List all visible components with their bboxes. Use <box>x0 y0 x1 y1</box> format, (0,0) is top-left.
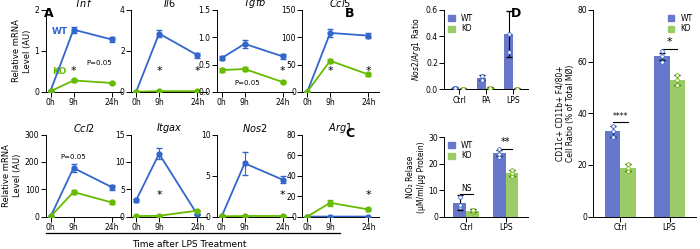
Bar <box>486 88 495 89</box>
Point <box>507 174 518 178</box>
Point <box>494 147 505 151</box>
Bar <box>620 168 636 217</box>
Text: P=0.05: P=0.05 <box>86 60 112 66</box>
Text: P=0.05: P=0.05 <box>234 80 260 86</box>
Bar <box>477 77 486 89</box>
Point <box>503 32 514 36</box>
Point <box>467 210 478 214</box>
Point <box>494 155 505 159</box>
Point <box>656 55 667 59</box>
Title: $\it{Tnf}$: $\it{Tnf}$ <box>74 0 93 9</box>
Point <box>449 86 461 90</box>
Point <box>458 87 469 91</box>
Legend: WT, KO: WT, KO <box>448 14 473 33</box>
Point <box>476 77 487 81</box>
Text: *: * <box>280 65 286 75</box>
Text: *: * <box>156 65 162 75</box>
Text: *: * <box>280 190 286 200</box>
Point <box>607 129 618 133</box>
Text: Time after LPS Treatment: Time after LPS Treatment <box>132 240 246 249</box>
Text: *: * <box>666 37 672 47</box>
Bar <box>466 211 479 217</box>
Text: NS: NS <box>461 184 471 193</box>
Bar <box>451 88 459 89</box>
Text: *: * <box>328 65 333 75</box>
Text: B: B <box>345 7 355 20</box>
Point <box>454 205 466 209</box>
Point <box>656 49 667 53</box>
Bar <box>454 203 466 217</box>
Bar <box>493 153 506 217</box>
Point <box>507 168 518 172</box>
Point <box>607 134 618 138</box>
Title: $\it{Ccl5}$: $\it{Ccl5}$ <box>329 0 351 9</box>
Y-axis label: Relative mRNA
Level (AU): Relative mRNA Level (AU) <box>12 19 32 82</box>
Text: *: * <box>365 65 371 75</box>
Text: *: * <box>195 65 200 75</box>
Point <box>467 208 478 212</box>
Point <box>623 162 634 166</box>
Bar <box>669 80 685 217</box>
Y-axis label: Relative mRNA
Level (AU): Relative mRNA Level (AU) <box>2 144 22 207</box>
Legend: WT, KO: WT, KO <box>448 141 473 161</box>
Text: *: * <box>365 190 371 200</box>
Point <box>656 60 667 64</box>
Text: WT: WT <box>52 27 68 36</box>
Point <box>672 78 683 82</box>
Point <box>672 72 683 76</box>
Bar <box>504 34 513 89</box>
Point <box>512 87 523 91</box>
Title: $\it{Tgfb}$: $\it{Tgfb}$ <box>243 0 267 10</box>
Point <box>458 87 469 91</box>
Point <box>454 203 466 207</box>
Point <box>484 86 496 90</box>
Y-axis label: CD11c+ CD11b+ F4/80+
Cell Ratio (% of Total MØ): CD11c+ CD11b+ F4/80+ Cell Ratio (% of To… <box>555 64 575 162</box>
Point <box>623 166 634 170</box>
Title: $\it{Il6}$: $\it{Il6}$ <box>162 0 176 9</box>
Point <box>503 50 514 54</box>
Point <box>484 87 496 91</box>
Text: A: A <box>44 7 54 20</box>
Point <box>476 73 487 77</box>
Legend: WT, KO: WT, KO <box>668 14 693 33</box>
Text: P=0.05: P=0.05 <box>61 154 86 160</box>
Text: ****: **** <box>612 112 628 121</box>
Point <box>507 171 518 175</box>
Text: KO: KO <box>52 66 66 75</box>
Bar <box>654 57 669 217</box>
Point <box>672 83 683 87</box>
Y-axis label: $\it{Nos2/Arg1}$ Ratio: $\it{Nos2/Arg1}$ Ratio <box>410 18 424 81</box>
Text: D: D <box>511 7 522 20</box>
Point <box>494 152 505 156</box>
Point <box>454 195 466 199</box>
Y-axis label: NO₂ Relase
(μM/ml/μg Protein): NO₂ Relase (μM/ml/μg Protein) <box>406 141 426 213</box>
Text: **: ** <box>501 137 510 147</box>
Point <box>623 169 634 173</box>
Text: *: * <box>156 190 162 200</box>
Text: C: C <box>345 127 354 140</box>
Point <box>512 87 523 91</box>
Bar <box>605 131 620 217</box>
Point <box>467 209 478 213</box>
Title: $\it{Nos2}$: $\it{Nos2}$ <box>242 122 267 134</box>
Point <box>449 86 461 90</box>
Text: *: * <box>71 65 76 75</box>
Title: $\it{Ccl2}$: $\it{Ccl2}$ <box>73 122 94 134</box>
Title: $\it{Arg1}$: $\it{Arg1}$ <box>328 121 353 135</box>
Title: $\it{Itgax}$: $\it{Itgax}$ <box>156 121 183 135</box>
Bar <box>506 173 519 217</box>
Point <box>607 124 618 128</box>
